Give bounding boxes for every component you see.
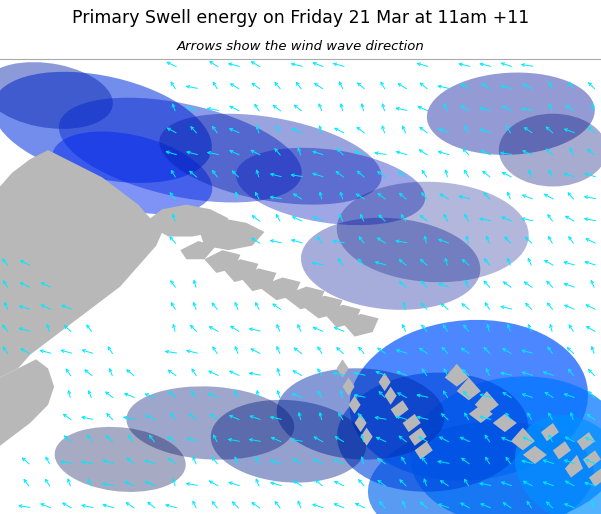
Ellipse shape — [236, 148, 425, 225]
Polygon shape — [385, 387, 397, 405]
Polygon shape — [379, 373, 391, 391]
Polygon shape — [445, 364, 469, 387]
Polygon shape — [475, 391, 499, 414]
Polygon shape — [222, 259, 258, 282]
Polygon shape — [457, 377, 481, 400]
Polygon shape — [198, 218, 264, 250]
Polygon shape — [523, 446, 547, 464]
Polygon shape — [204, 250, 240, 273]
Ellipse shape — [427, 72, 595, 155]
Polygon shape — [337, 359, 349, 377]
Polygon shape — [144, 205, 228, 236]
Polygon shape — [258, 278, 300, 300]
Ellipse shape — [55, 427, 186, 492]
Ellipse shape — [337, 182, 529, 282]
Polygon shape — [391, 400, 409, 418]
Polygon shape — [355, 414, 367, 432]
Ellipse shape — [499, 114, 601, 187]
Polygon shape — [361, 428, 373, 446]
Polygon shape — [553, 441, 571, 460]
Ellipse shape — [211, 400, 366, 483]
Polygon shape — [415, 441, 433, 460]
Ellipse shape — [52, 132, 212, 214]
Polygon shape — [565, 455, 583, 478]
Polygon shape — [343, 377, 355, 396]
Ellipse shape — [350, 320, 588, 481]
Polygon shape — [583, 450, 601, 469]
Polygon shape — [343, 314, 379, 337]
Polygon shape — [349, 396, 361, 414]
Polygon shape — [589, 469, 601, 487]
Polygon shape — [511, 428, 535, 450]
Polygon shape — [493, 414, 517, 432]
Ellipse shape — [276, 368, 445, 460]
Ellipse shape — [515, 415, 601, 514]
Polygon shape — [240, 268, 276, 291]
Polygon shape — [577, 432, 595, 450]
Ellipse shape — [410, 376, 601, 514]
Polygon shape — [300, 296, 343, 318]
Ellipse shape — [59, 98, 302, 203]
Polygon shape — [0, 359, 54, 446]
Polygon shape — [541, 423, 559, 441]
Ellipse shape — [337, 373, 528, 492]
Ellipse shape — [368, 421, 594, 514]
Ellipse shape — [0, 62, 113, 129]
Ellipse shape — [159, 114, 382, 205]
Text: Arrows show the wind wave direction: Arrows show the wind wave direction — [177, 40, 424, 52]
Polygon shape — [325, 305, 361, 327]
Polygon shape — [282, 287, 325, 309]
Text: Primary Swell energy on Friday 21 Mar at 11am +11: Primary Swell energy on Friday 21 Mar at… — [72, 9, 529, 27]
Polygon shape — [403, 414, 421, 432]
Polygon shape — [180, 241, 216, 259]
Ellipse shape — [126, 387, 294, 460]
Ellipse shape — [0, 72, 212, 183]
Polygon shape — [469, 405, 493, 423]
Polygon shape — [409, 428, 427, 446]
Polygon shape — [0, 150, 162, 377]
Ellipse shape — [301, 218, 480, 310]
